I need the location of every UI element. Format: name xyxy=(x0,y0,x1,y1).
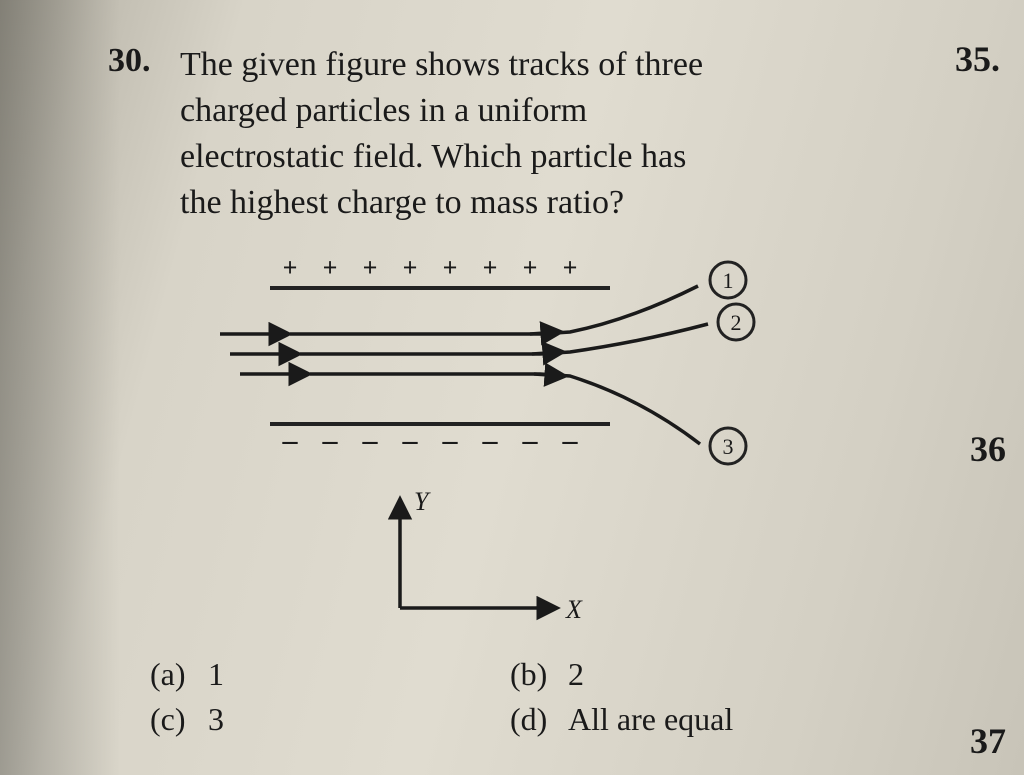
plus-6: + xyxy=(483,253,498,282)
plus-3: + xyxy=(363,253,378,282)
option-c-text: 3 xyxy=(208,701,224,738)
minus-6: – xyxy=(482,424,499,457)
minus-4: – xyxy=(402,424,419,457)
physics-figure: + + + + + + + + – – – – – – – – xyxy=(200,248,780,638)
minus-2: – xyxy=(322,424,339,457)
mid-arrow-2 xyxy=(532,352,562,354)
question-number-37: 37 xyxy=(970,720,1006,762)
plus-1: + xyxy=(283,253,298,282)
track-1 xyxy=(290,286,698,334)
option-a-text: 1 xyxy=(208,656,224,693)
page: 30. The given figure shows tracks of thr… xyxy=(0,0,1024,775)
question-line-3: electrostatic field. Which particle has xyxy=(180,138,686,175)
question-number-30: 30. xyxy=(108,42,151,80)
minus-1: – xyxy=(282,424,299,457)
plus-7: + xyxy=(523,253,538,282)
option-b-text: 2 xyxy=(568,656,584,693)
x-axis-label: X xyxy=(565,595,583,624)
question-line-4: the highest charge to mass ratio? xyxy=(180,184,624,221)
mid-arrow-3 xyxy=(534,374,564,376)
option-b-label: (b) xyxy=(510,656,558,693)
option-a-label: (a) xyxy=(150,656,198,693)
minus-7: – xyxy=(522,424,539,457)
figure-svg: + + + + + + + + – – – – – – – – xyxy=(200,248,780,638)
label-text-1: 1 xyxy=(723,268,734,293)
plus-2: + xyxy=(323,253,338,282)
label-text-2: 2 xyxy=(731,310,742,335)
plus-8: + xyxy=(563,253,578,282)
question-text: The given figure shows tracks of three c… xyxy=(180,42,880,226)
track-labels: 1 2 3 xyxy=(710,262,754,464)
question-line-2: charged particles in a uniform xyxy=(180,92,587,129)
question-line-1: The given figure shows tracks of three xyxy=(180,46,703,83)
minus-8: – xyxy=(562,424,579,457)
minus-symbols: – – – – – – – – xyxy=(282,424,579,457)
option-d: (d) All are equal xyxy=(510,701,870,738)
option-c: (c) 3 xyxy=(150,701,510,738)
mid-arrow-1 xyxy=(530,332,560,334)
option-d-text: All are equal xyxy=(568,701,733,738)
minus-3: – xyxy=(362,424,379,457)
page-shadow xyxy=(0,0,120,775)
y-axis-label: Y xyxy=(414,487,431,516)
axes xyxy=(400,500,556,608)
option-c-label: (c) xyxy=(150,701,198,738)
option-b: (b) 2 xyxy=(510,656,870,693)
question-number-35: 35. xyxy=(955,38,1000,80)
plus-5: + xyxy=(443,253,458,282)
option-row-2: (c) 3 (d) All are equal xyxy=(150,701,870,738)
track-2 xyxy=(300,324,708,354)
minus-5: – xyxy=(442,424,459,457)
label-text-3: 3 xyxy=(723,434,734,459)
entry-arrows xyxy=(220,334,308,374)
option-a: (a) 1 xyxy=(150,656,510,693)
option-row-1: (a) 1 (b) 2 xyxy=(150,656,870,693)
question-number-36: 36 xyxy=(970,428,1006,470)
particle-tracks xyxy=(290,286,708,444)
plus-symbols: + + + + + + + + xyxy=(283,253,578,282)
answer-options: (a) 1 (b) 2 (c) 3 (d) All are equal xyxy=(150,656,870,746)
plus-4: + xyxy=(403,253,418,282)
option-d-label: (d) xyxy=(510,701,558,738)
